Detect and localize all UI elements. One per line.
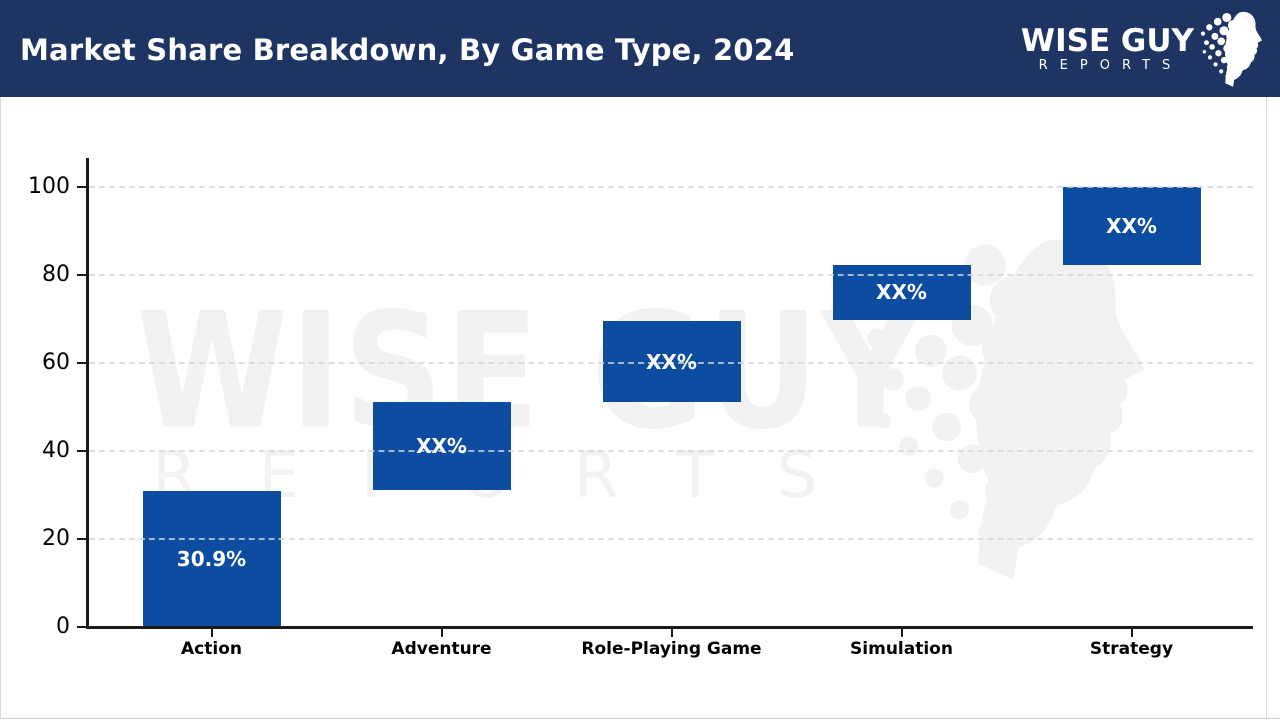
y-tick-60 — [77, 361, 88, 364]
y-tick-40 — [77, 449, 88, 452]
x-tick — [210, 628, 213, 637]
page-border-right — [1266, 97, 1267, 719]
x-tick — [1130, 628, 1133, 637]
chart-title: Market Share Breakdown, By Game Type, 20… — [20, 33, 795, 67]
bar-value-label: XX% — [1106, 213, 1157, 238]
bar-value-label: XX% — [646, 349, 697, 374]
x-tick — [670, 628, 673, 637]
x-tick — [440, 628, 443, 637]
y-tick-label-40: 40 — [42, 437, 70, 463]
logo-wordmark: WISE GUY — [1020, 22, 1194, 59]
gridline-40 — [89, 449, 1253, 452]
x-category-label: Strategy — [1089, 639, 1174, 659]
logo-head-icon — [1196, 9, 1266, 89]
gridline-20 — [89, 537, 1253, 540]
bar-segment — [372, 402, 511, 491]
y-tick-label-80: 80 — [42, 261, 70, 287]
gridline-80 — [89, 273, 1253, 276]
x-axis-line — [86, 626, 1253, 629]
watermark-wordmark: WISE GUY — [136, 278, 923, 465]
bar-segment — [142, 490, 281, 627]
y-tick-label-20: 20 — [42, 525, 70, 551]
bar-value-label: XX% — [416, 434, 467, 459]
x-tick — [900, 628, 903, 637]
y-tick-label-100: 100 — [28, 173, 70, 199]
logo-subtitle: REPORTS — [1038, 58, 1183, 74]
bar-segment — [602, 320, 741, 403]
x-category-label: Simulation — [850, 639, 953, 659]
bar-value-label: XX% — [876, 280, 927, 305]
brand-logo-text: WISE GUY REPORTS — [1021, 25, 1194, 74]
y-tick-0 — [77, 626, 88, 628]
x-category-label: Role-Playing Game — [581, 639, 762, 659]
x-category-label: Adventure — [391, 639, 492, 659]
gridline-100 — [89, 185, 1253, 188]
y-tick-label-0: 0 — [56, 614, 70, 639]
gridline-60 — [89, 361, 1253, 364]
header-bar: Market Share Breakdown, By Game Type, 20… — [0, 0, 1280, 97]
page-border-bottom — [0, 718, 1280, 719]
bar-value-label: 30.9% — [176, 546, 247, 571]
y-tick-80 — [77, 273, 88, 276]
y-tick-20 — [77, 537, 88, 540]
y-tick-100 — [77, 185, 88, 188]
brand-logo: WISE GUY REPORTS — [1021, 7, 1266, 91]
y-tick-label-60: 60 — [42, 349, 70, 375]
y-axis-line — [86, 158, 89, 628]
page-border-left — [0, 97, 1, 719]
x-category-label: Action — [181, 639, 242, 659]
